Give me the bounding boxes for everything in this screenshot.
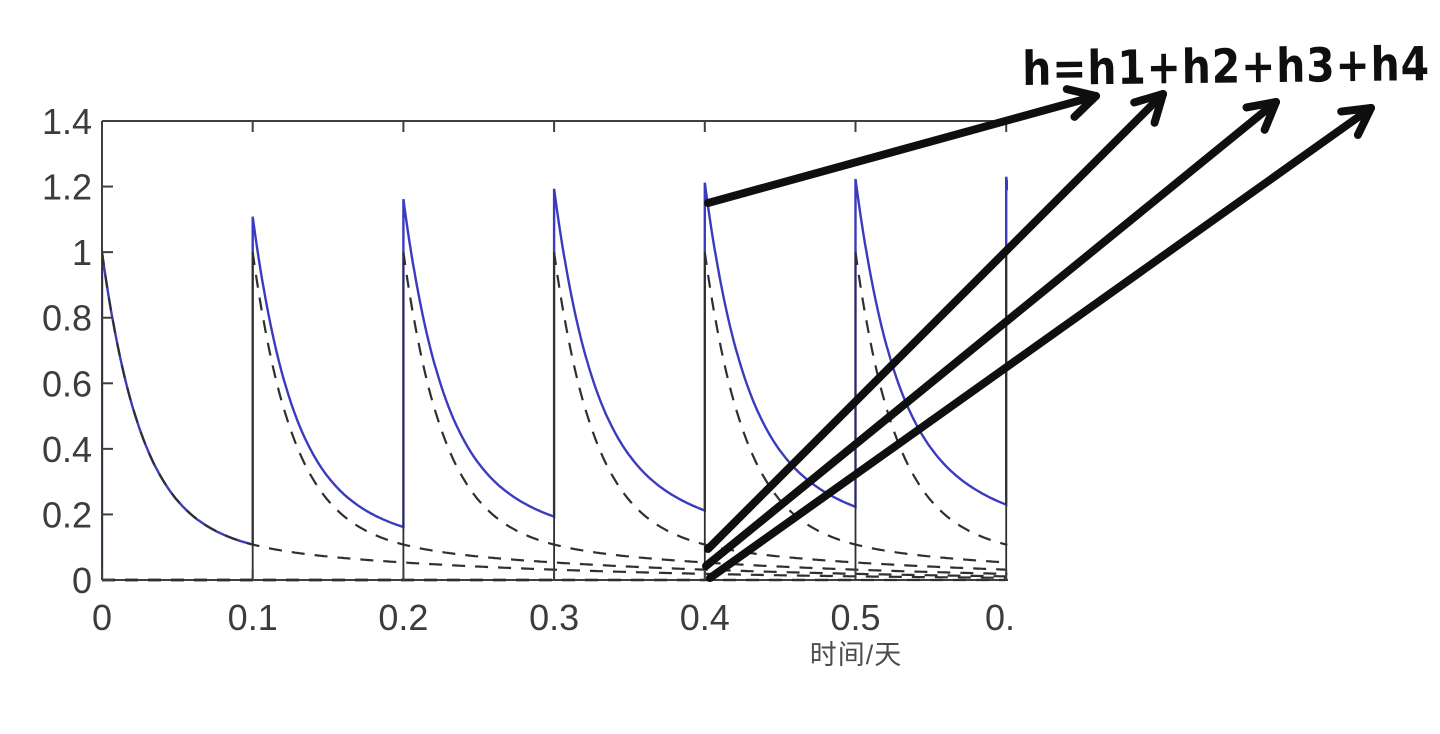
x-tick-label: 0 xyxy=(92,597,112,638)
y-tick-label: 1.2 xyxy=(42,167,92,208)
annotation-arrowhead xyxy=(1337,104,1375,116)
annotation-label: h=h1+h2+h3+h4 xyxy=(1022,37,1431,97)
y-tick-label: 0 xyxy=(72,560,92,601)
y-tick-label: 0.8 xyxy=(42,298,92,339)
x-tick-label: 0.5 xyxy=(830,597,880,638)
annotation-arrowhead xyxy=(1062,85,1100,100)
x-axis-label: 时间/天 xyxy=(809,640,903,670)
annotation-arrowhead xyxy=(1150,90,1167,127)
annotation-arrowhead xyxy=(1130,90,1167,107)
annotation-arrowhead xyxy=(1353,104,1375,139)
annotation-arrowhead xyxy=(1070,92,1100,121)
x-tick-label: 0.1 xyxy=(228,597,278,638)
annotation-arrow-shaft xyxy=(702,98,1280,570)
y-tick-label: 0.6 xyxy=(42,363,92,404)
x-tick-label: 0.2 xyxy=(378,597,428,638)
x-tick-label: 0.4 xyxy=(680,597,730,638)
y-tick-label: 0.2 xyxy=(42,494,92,535)
annotation-arrowhead xyxy=(1242,98,1280,112)
sum-curve-h xyxy=(102,176,1008,580)
annotation-arrow-shaft xyxy=(706,104,1375,582)
annotation-arrow-shaft xyxy=(704,92,1100,207)
y-tick-label: 0.4 xyxy=(42,429,92,470)
y-tick-label: 1 xyxy=(72,232,92,273)
x-tick-label: 0. xyxy=(985,597,1015,638)
annotation-arrow-shaft xyxy=(704,90,1167,553)
x-tick-label: 0.3 xyxy=(529,597,579,638)
y-tick-label: 1.4 xyxy=(42,101,92,142)
annotation-arrowhead xyxy=(1260,98,1280,134)
component-curve-h6 xyxy=(102,251,1008,582)
